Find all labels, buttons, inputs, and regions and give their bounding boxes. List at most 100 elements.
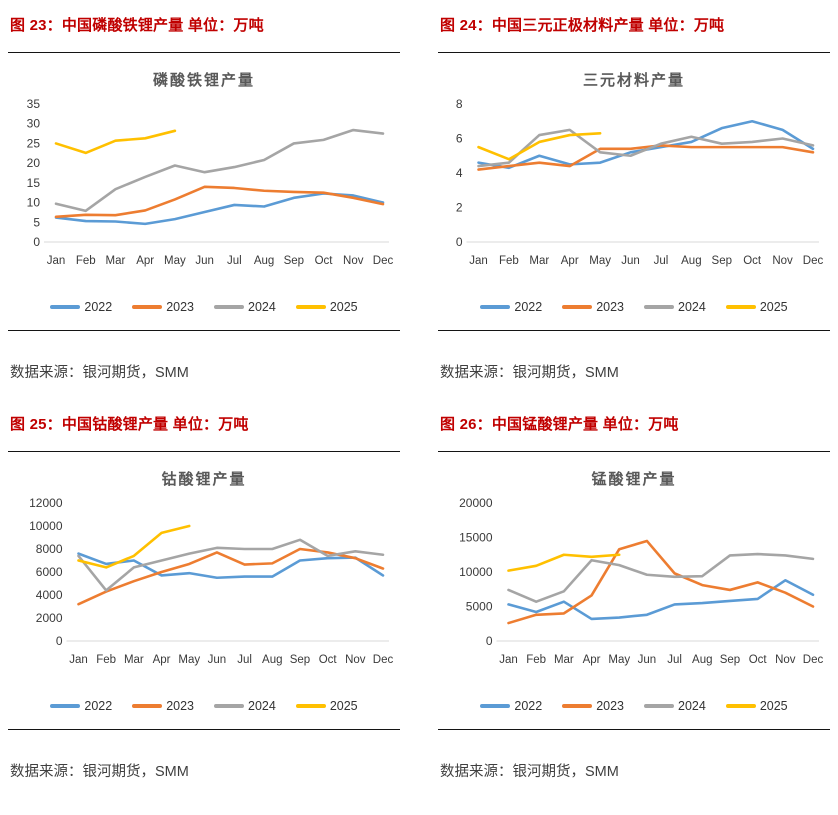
svg-text:Oct: Oct	[319, 654, 338, 666]
svg-text:10000: 10000	[29, 519, 63, 533]
legend-item-2023: 2023	[562, 699, 624, 713]
svg-text:Jan: Jan	[499, 654, 518, 666]
svg-text:Jul: Jul	[667, 654, 682, 666]
svg-text:Jan: Jan	[69, 654, 88, 666]
svg-text:Jun: Jun	[638, 654, 657, 666]
svg-text:Mar: Mar	[529, 255, 549, 267]
chart-title: 钴酸锂产量	[161, 471, 247, 488]
svg-text:May: May	[164, 255, 186, 267]
svg-text:4: 4	[456, 166, 463, 180]
legend-label: 2022	[84, 699, 113, 713]
svg-text:4000: 4000	[36, 588, 63, 602]
svg-text:20: 20	[27, 156, 41, 170]
legend-line-swatch	[214, 305, 244, 309]
chart-title: 锰酸锂产量	[591, 471, 677, 488]
svg-text:15: 15	[27, 176, 41, 190]
svg-text:5000: 5000	[466, 600, 493, 614]
line-chart-lco: 0 2000 4000 6000 8000 10000 12000 Jan Feb Mar Apr M…	[29, 496, 393, 666]
svg-text:10000: 10000	[459, 565, 493, 579]
svg-text:Nov: Nov	[345, 654, 366, 666]
line-chart-lfp: 0 5 10 15 20 25 30 35 Jan Feb Mar Apr May Jun Jul Aug Se…	[27, 97, 393, 267]
svg-text:2: 2	[456, 201, 463, 215]
figure-panel-25: 图 25：中国钴酸锂产量 单位：万吨 钴酸锂产量 0 2000 4000 6000 80…	[8, 407, 400, 806]
svg-text:Aug: Aug	[692, 654, 712, 666]
legend-item-2022: 2022	[480, 300, 542, 314]
legend-item-2023: 2023	[562, 300, 624, 314]
legend-label: 2023	[166, 699, 194, 713]
legend-item-2024: 2024	[214, 300, 276, 314]
svg-text:Nov: Nov	[343, 255, 364, 267]
chart-legend: 2022 2023 2024 2025	[10, 697, 398, 715]
legend-line-swatch	[50, 305, 81, 309]
figure-panel-23: 图 23：中国磷酸铁锂产量 单位：万吨 磷酸铁锂产量 0 5 10 15 20 25 30 3…	[8, 8, 400, 407]
svg-text:10: 10	[27, 196, 41, 210]
legend-label: 2024	[678, 699, 706, 713]
svg-text:Feb: Feb	[499, 255, 519, 267]
svg-text:May: May	[178, 654, 200, 666]
svg-text:25: 25	[27, 136, 41, 150]
svg-text:0: 0	[486, 634, 493, 648]
svg-text:Feb: Feb	[76, 255, 96, 267]
svg-text:Feb: Feb	[526, 654, 546, 666]
svg-text:Jul: Jul	[654, 255, 669, 267]
svg-text:Oct: Oct	[743, 255, 762, 267]
svg-text:Jun: Jun	[208, 654, 227, 666]
svg-text:May: May	[608, 654, 630, 666]
legend-label: 2025	[759, 300, 788, 314]
svg-text:8: 8	[456, 97, 463, 111]
legend-line-swatch	[50, 704, 81, 708]
legend-item-2022: 2022	[480, 699, 542, 713]
svg-text:0: 0	[456, 235, 463, 249]
legend-item-2024: 2024	[214, 699, 276, 713]
data-source: 数据来源：银河期货，SMM	[10, 365, 189, 381]
legend-label: 2022	[514, 300, 543, 314]
svg-text:Mar: Mar	[554, 654, 574, 666]
svg-text:Sep: Sep	[290, 654, 310, 666]
svg-text:Nov: Nov	[772, 255, 793, 267]
legend-label: 2024	[678, 300, 706, 314]
figure-panel-26: 图 26：中国锰酸锂产量 单位：万吨 锰酸锂产量 0 5000 10000 15000…	[438, 407, 830, 806]
legend-line-swatch	[480, 305, 511, 309]
data-source: 数据来源：银河期货，SMM	[440, 365, 619, 381]
svg-text:2000: 2000	[36, 611, 63, 625]
legend-line-swatch	[295, 704, 326, 708]
legend-line-swatch	[480, 704, 511, 708]
legend-line-swatch	[295, 305, 326, 309]
legend-item-2024: 2024	[644, 300, 706, 314]
svg-text:Oct: Oct	[749, 654, 768, 666]
legend-item-2024: 2024	[644, 699, 706, 713]
svg-text:Oct: Oct	[315, 255, 334, 267]
chart-container: 磷酸铁锂产量 0 5 10 15 20 25 30 35 Jan Feb Mar Apr May Jun J…	[8, 52, 400, 331]
svg-text:Jan: Jan	[47, 255, 66, 267]
svg-text:0: 0	[56, 634, 63, 648]
svg-text:8000: 8000	[36, 542, 63, 556]
legend-line-swatch	[132, 305, 163, 309]
legend-item-2025: 2025	[295, 699, 358, 713]
svg-text:5: 5	[33, 215, 40, 229]
svg-text:Aug: Aug	[262, 654, 282, 666]
legend-item-2022: 2022	[50, 699, 112, 713]
svg-text:Dec: Dec	[373, 654, 393, 666]
chart-title: 三元材料产量	[582, 72, 685, 89]
svg-text:Sep: Sep	[712, 255, 732, 267]
legend-line-swatch	[562, 305, 593, 309]
chart-container: 锰酸锂产量 0 5000 10000 15000 20000 Jan Feb Mar Apr Ma…	[438, 451, 830, 730]
legend-item-2025: 2025	[725, 300, 788, 314]
svg-text:May: May	[589, 255, 611, 267]
svg-text:Jun: Jun	[195, 255, 214, 267]
legend-label: 2025	[329, 300, 358, 314]
legend-line-swatch	[644, 704, 674, 708]
svg-text:30: 30	[27, 117, 41, 131]
legend-item-2023: 2023	[132, 300, 194, 314]
figure-caption: 图 24：中国三元正极材料产量 单位：万吨	[440, 17, 725, 34]
svg-text:Apr: Apr	[583, 654, 601, 666]
report-grid: 图 23：中国磷酸铁锂产量 单位：万吨 磷酸铁锂产量 0 5 10 15 20 25 30 3…	[8, 8, 830, 806]
chart-container: 三元材料产量 0 2 4 6 8 Jan Feb Mar Apr May Jun Jul Aug Sep O…	[438, 52, 830, 331]
legend-label: 2024	[248, 300, 276, 314]
legend-label: 2023	[596, 699, 624, 713]
legend-line-swatch	[725, 704, 756, 708]
legend-label: 2023	[166, 300, 194, 314]
legend-item-2023: 2023	[132, 699, 194, 713]
svg-text:Aug: Aug	[681, 255, 701, 267]
data-source: 数据来源：银河期货，SMM	[10, 764, 189, 780]
